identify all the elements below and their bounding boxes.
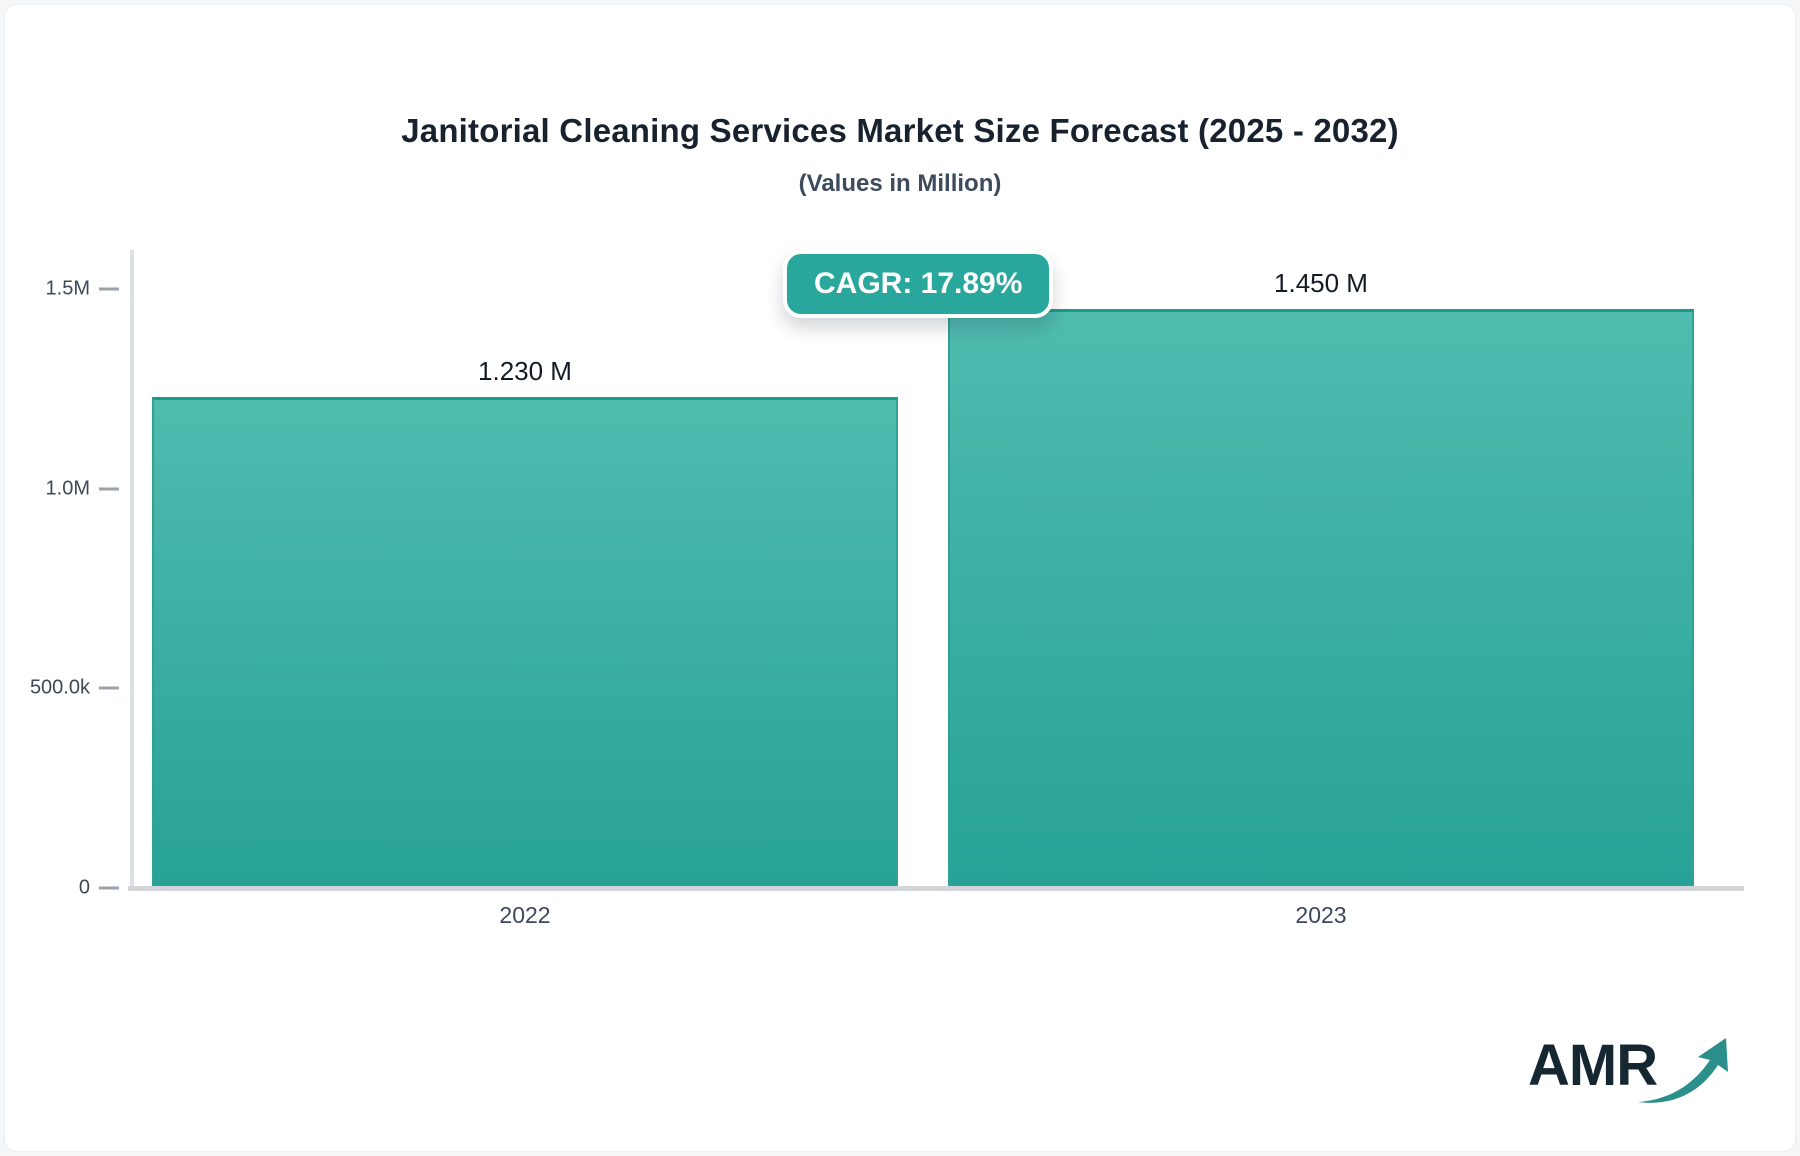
y-axis-tick-label: 1.5M	[45, 277, 90, 300]
page-subtitle: (Values in Million)	[798, 170, 1002, 197]
y-axis-tick-label: 0	[78, 876, 90, 899]
y-axis-tick-mark	[99, 487, 119, 491]
bar-value-label: 1.230 M	[478, 355, 572, 386]
y-axis-line	[130, 250, 134, 890]
bar-value-label: 1.450 M	[1274, 267, 1368, 298]
y-axis-tick-label: 1.0M	[45, 477, 90, 500]
x-axis-category-label: 2023	[1295, 902, 1347, 928]
y-axis-tick-mark	[99, 886, 119, 890]
amr-logo: AMR	[1528, 1030, 1728, 1120]
y-axis-tick-mark	[99, 287, 119, 291]
bar-2022	[152, 396, 898, 886]
x-axis-category-label: 2022	[499, 902, 551, 928]
y-axis-tick-mark	[99, 686, 119, 690]
growth-arrow-icon	[1638, 1038, 1728, 1103]
y-axis-tick-label: 500.0k	[29, 676, 90, 699]
page-title: Janitorial Cleaning Services Market Size…	[401, 112, 1399, 149]
x-axis-line	[128, 886, 1744, 891]
cagr-badge: CAGR: 17.89%	[783, 250, 1054, 318]
bar-2023	[948, 308, 1694, 886]
amr-logo-text: AMR	[1528, 1033, 1658, 1098]
